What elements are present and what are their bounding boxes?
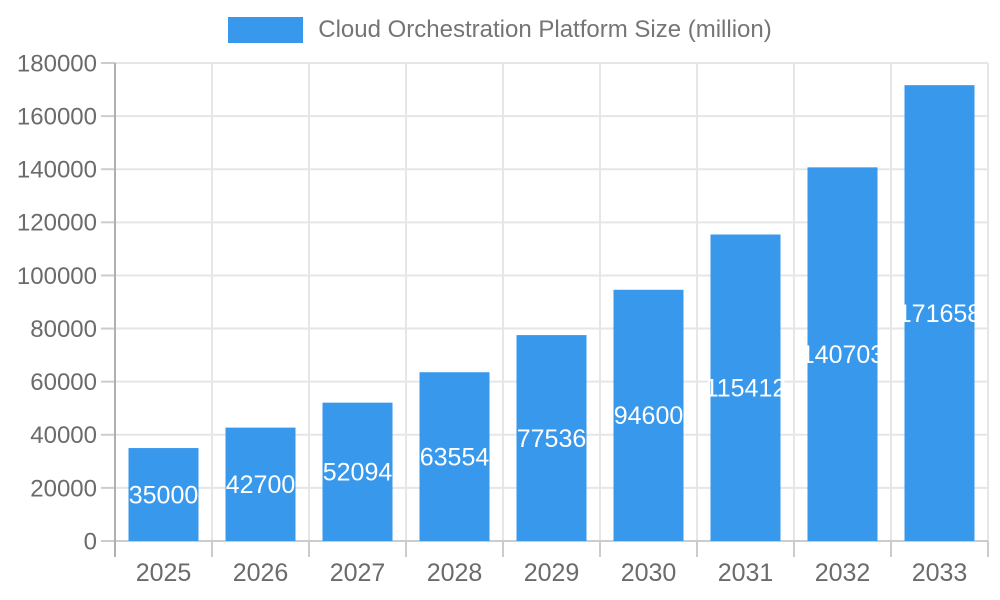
bar: [322, 402, 393, 541]
y-axis-label: 100000: [17, 263, 97, 290]
bar: [516, 335, 587, 541]
bar-value-label: 42700: [226, 471, 296, 499]
bar-value-label: 94600: [614, 402, 684, 430]
y-axis-label: 120000: [17, 210, 97, 237]
bar: [710, 234, 781, 541]
bar-value-label: 171658: [898, 300, 981, 328]
bar-value-label: 115412: [705, 375, 787, 403]
bar: [904, 85, 975, 541]
bar: [419, 372, 490, 541]
bar-value-label: 63554: [420, 443, 490, 471]
legend[interactable]: Cloud Orchestration Platform Size (milli…: [0, 16, 1000, 44]
legend-swatch-icon: [228, 17, 304, 43]
y-axis-label: 20000: [30, 475, 97, 502]
bar: [807, 167, 878, 542]
y-axis-label: 160000: [17, 104, 97, 131]
bar-value-label: 140703: [801, 341, 884, 369]
bar: [225, 427, 296, 541]
y-axis-label: 60000: [30, 369, 97, 396]
x-axis-label: 2033: [912, 559, 968, 587]
x-axis-label: 2031: [718, 559, 774, 587]
x-axis-label: 2032: [815, 559, 871, 587]
x-axis-label: 2026: [233, 559, 289, 587]
bar: [128, 448, 199, 541]
bar-value-label: 35000: [129, 481, 199, 509]
y-axis-label: 80000: [30, 316, 97, 343]
x-axis-label: 2027: [330, 559, 386, 587]
x-axis-label: 2025: [136, 559, 192, 587]
legend-label: Cloud Orchestration Platform Size (milli…: [318, 16, 772, 43]
x-axis-label: 2030: [621, 559, 677, 587]
y-axis-label: 40000: [30, 422, 97, 449]
y-axis-label: 0: [84, 528, 97, 555]
x-axis-label: 2029: [524, 559, 580, 587]
bar-value-label: 52094: [323, 459, 393, 487]
y-axis-label: 140000: [17, 157, 97, 184]
x-axis-label: 2028: [427, 559, 483, 587]
bar: [613, 289, 684, 541]
y-axis-label: 180000: [17, 50, 97, 77]
bar-value-label: 77536: [517, 425, 587, 453]
